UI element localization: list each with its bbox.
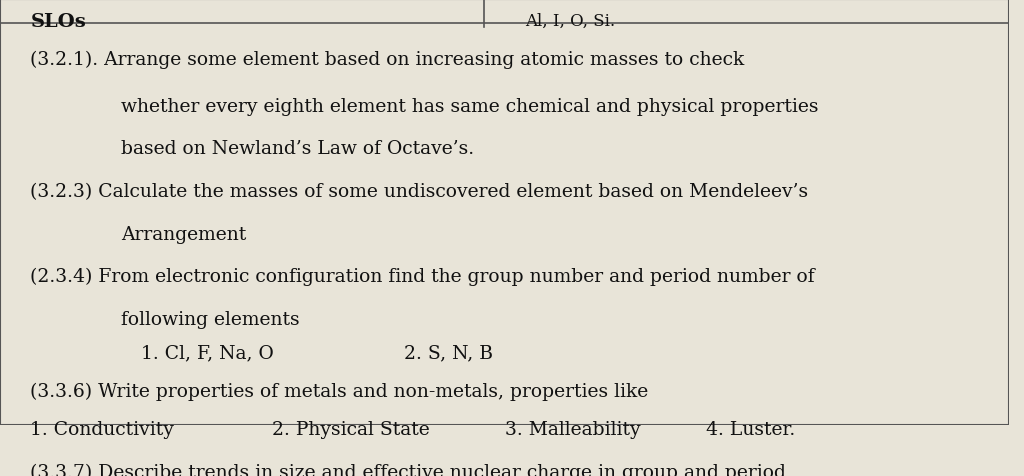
Text: 2. Physical State: 2. Physical State — [272, 421, 430, 438]
Text: (3.2.1). Arrange some element based on increasing atomic masses to check: (3.2.1). Arrange some element based on i… — [31, 51, 744, 69]
Text: Al, I, O, Si.: Al, I, O, Si. — [524, 13, 614, 30]
Text: (3.3.7) Describe trends in size and effective nuclear charge in group and period: (3.3.7) Describe trends in size and effe… — [31, 463, 786, 476]
Text: 1. Cl, F, Na, O: 1. Cl, F, Na, O — [141, 344, 274, 362]
Text: 2. S, N, B: 2. S, N, B — [403, 344, 493, 362]
Text: (3.2.3) Calculate the masses of some undiscovered element based on Mendeleev’s: (3.2.3) Calculate the masses of some und… — [31, 183, 808, 200]
Text: SLOs: SLOs — [31, 13, 86, 31]
Text: whether every eighth element has same chemical and physical properties: whether every eighth element has same ch… — [121, 98, 818, 116]
Text: 4. Luster.: 4. Luster. — [707, 421, 796, 438]
Text: 3. Malleability: 3. Malleability — [505, 421, 640, 438]
Text: (3.3.6) Write properties of metals and non-metals, properties like: (3.3.6) Write properties of metals and n… — [31, 382, 648, 400]
Text: 1. Conductivity: 1. Conductivity — [31, 421, 174, 438]
FancyBboxPatch shape — [0, 0, 1010, 425]
Text: Arrangement: Arrangement — [121, 225, 247, 243]
Text: (2.3.4) From electronic configuration find the group number and period number of: (2.3.4) From electronic configuration fi… — [31, 268, 815, 286]
Text: following elements: following elements — [121, 310, 300, 328]
Text: based on Newland’s Law of Octave’s.: based on Newland’s Law of Octave’s. — [121, 140, 474, 158]
